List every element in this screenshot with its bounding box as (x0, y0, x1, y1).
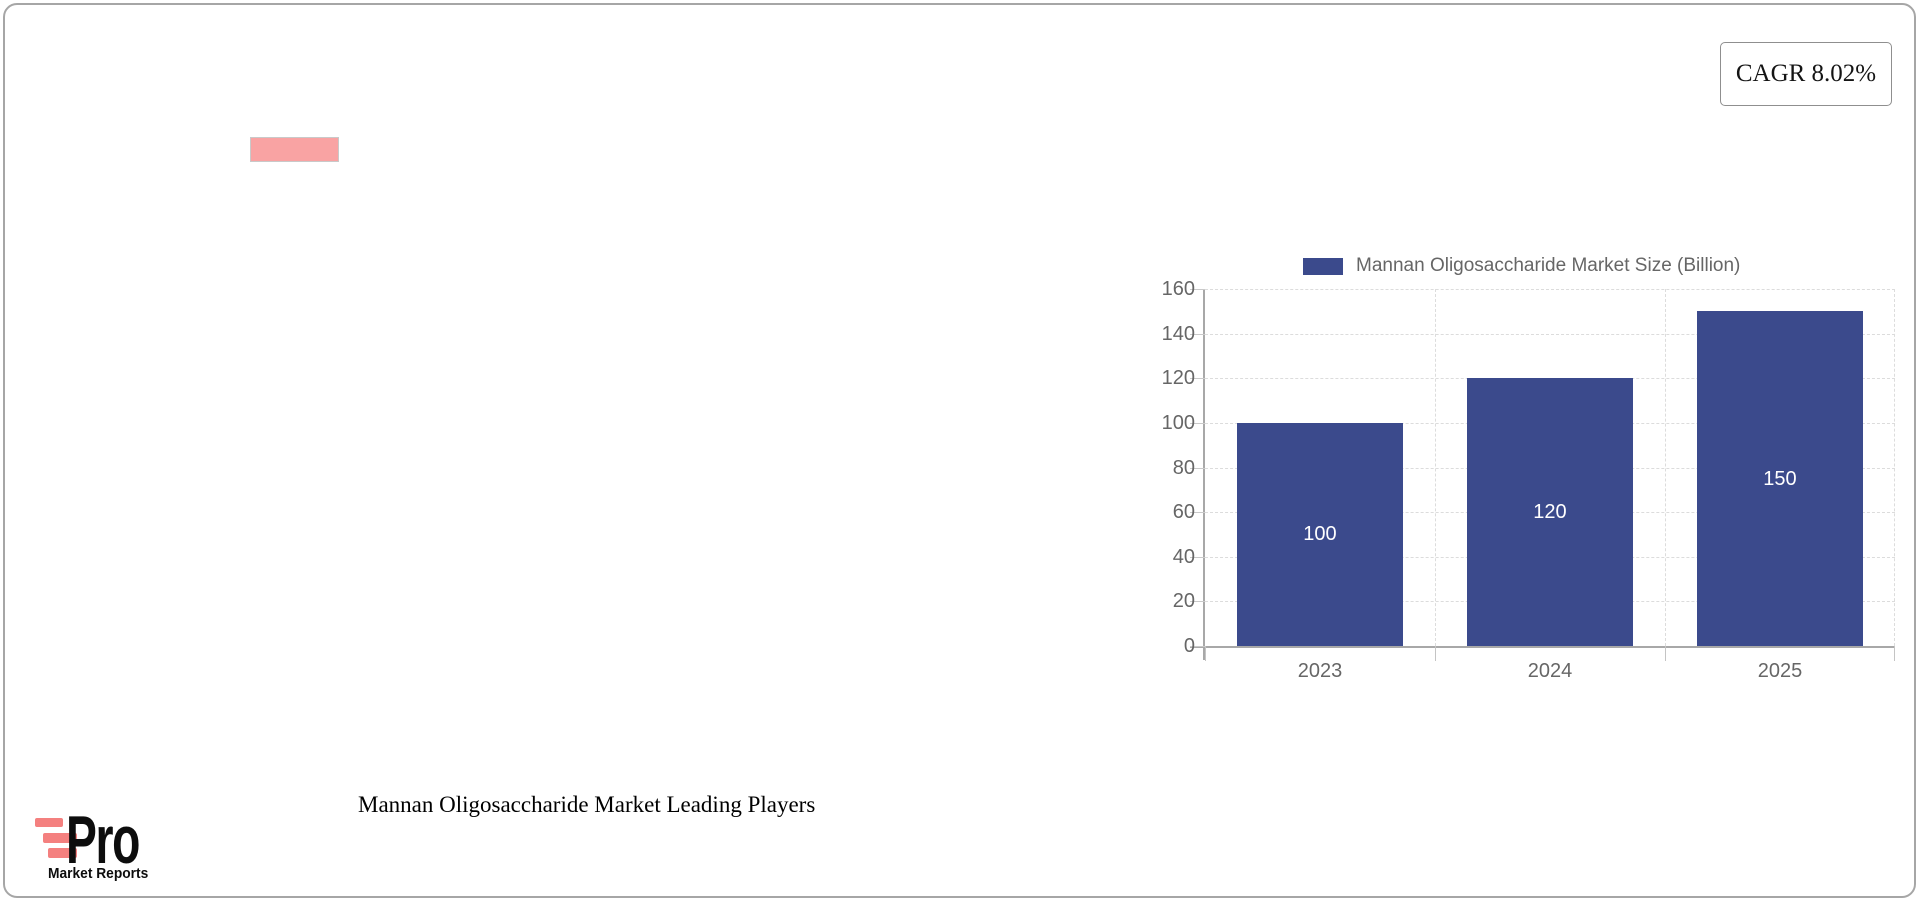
grid-line (1205, 333, 1895, 335)
pink-swatch (250, 137, 339, 162)
axis-tick (1190, 467, 1205, 469)
logo-bars-icon (48, 848, 77, 858)
axis-tick (1190, 289, 1205, 290)
x-tick-label: 2024 (1527, 660, 1573, 682)
logo-bars-icon (43, 833, 77, 843)
chart-plot-area: 0 20 40 60 80 100 120 140 160 100 2023 120 2024 150 20… (1162, 279, 1895, 682)
bar-value-label: 120 (1533, 501, 1567, 524)
y-tick-label: 20 (1172, 590, 1195, 613)
legend-swatch-icon (1303, 257, 1343, 275)
logo-subtitle: Market Reports (48, 866, 149, 882)
bar[interactable] (1467, 378, 1633, 646)
grid-line (1665, 289, 1666, 646)
axis-tick (1190, 378, 1205, 380)
y-tick-label: 120 (1161, 367, 1195, 390)
x-tick-label: 2025 (1757, 660, 1803, 682)
bar[interactable] (1697, 311, 1863, 646)
axis-tick (1435, 646, 1436, 661)
x-tick-label: 2023 (1297, 660, 1343, 682)
y-tick-label: 0 (1183, 635, 1195, 657)
y-tick-label: 100 (1161, 411, 1195, 434)
cagr-badge-label: CAGR 8.02% (1735, 60, 1877, 87)
y-tick-label: 160 (1161, 278, 1195, 300)
axis-tick (1190, 646, 1205, 647)
axis-tick (1190, 556, 1205, 558)
axis-tick (1190, 422, 1205, 424)
axis-tick (1205, 646, 1206, 661)
grid-line (1205, 289, 1895, 290)
page-frame: CAGR 8.02% Mannan Oligosaccharide Market… (3, 3, 1916, 898)
y-tick-label: 60 (1172, 501, 1195, 524)
legend-label: Mannan Oligosaccharide Market Size (Bill… (1356, 255, 1741, 276)
logo-bars-icon (35, 818, 63, 827)
grid-line (1435, 289, 1436, 646)
bar-value-label: 150 (1763, 467, 1797, 490)
y-tick-label: 40 (1172, 545, 1195, 568)
cagr-badge: CAGR 8.02% (1720, 42, 1892, 106)
x-axis-line (1190, 646, 1895, 648)
chart-caption: Mannan Oligosaccharide Market Leading Pl… (358, 792, 816, 817)
axis-tick (1190, 601, 1205, 603)
chart-legend[interactable]: Mannan Oligosaccharide Market Size (Bill… (1303, 255, 1741, 276)
pro-market-reports-logo: Pro Market Reports (35, 806, 155, 890)
y-axis-line (1203, 289, 1205, 660)
y-tick-label: 80 (1172, 456, 1195, 479)
logo-title: Pro (66, 802, 140, 878)
y-tick-label: 140 (1161, 322, 1195, 345)
axis-tick (1190, 512, 1205, 514)
grid-line (1894, 289, 1895, 646)
bar[interactable] (1237, 422, 1403, 646)
axis-tick (1894, 646, 1895, 661)
axis-tick (1190, 333, 1205, 335)
bar-value-label: 100 (1303, 523, 1337, 546)
axis-tick (1665, 646, 1666, 661)
